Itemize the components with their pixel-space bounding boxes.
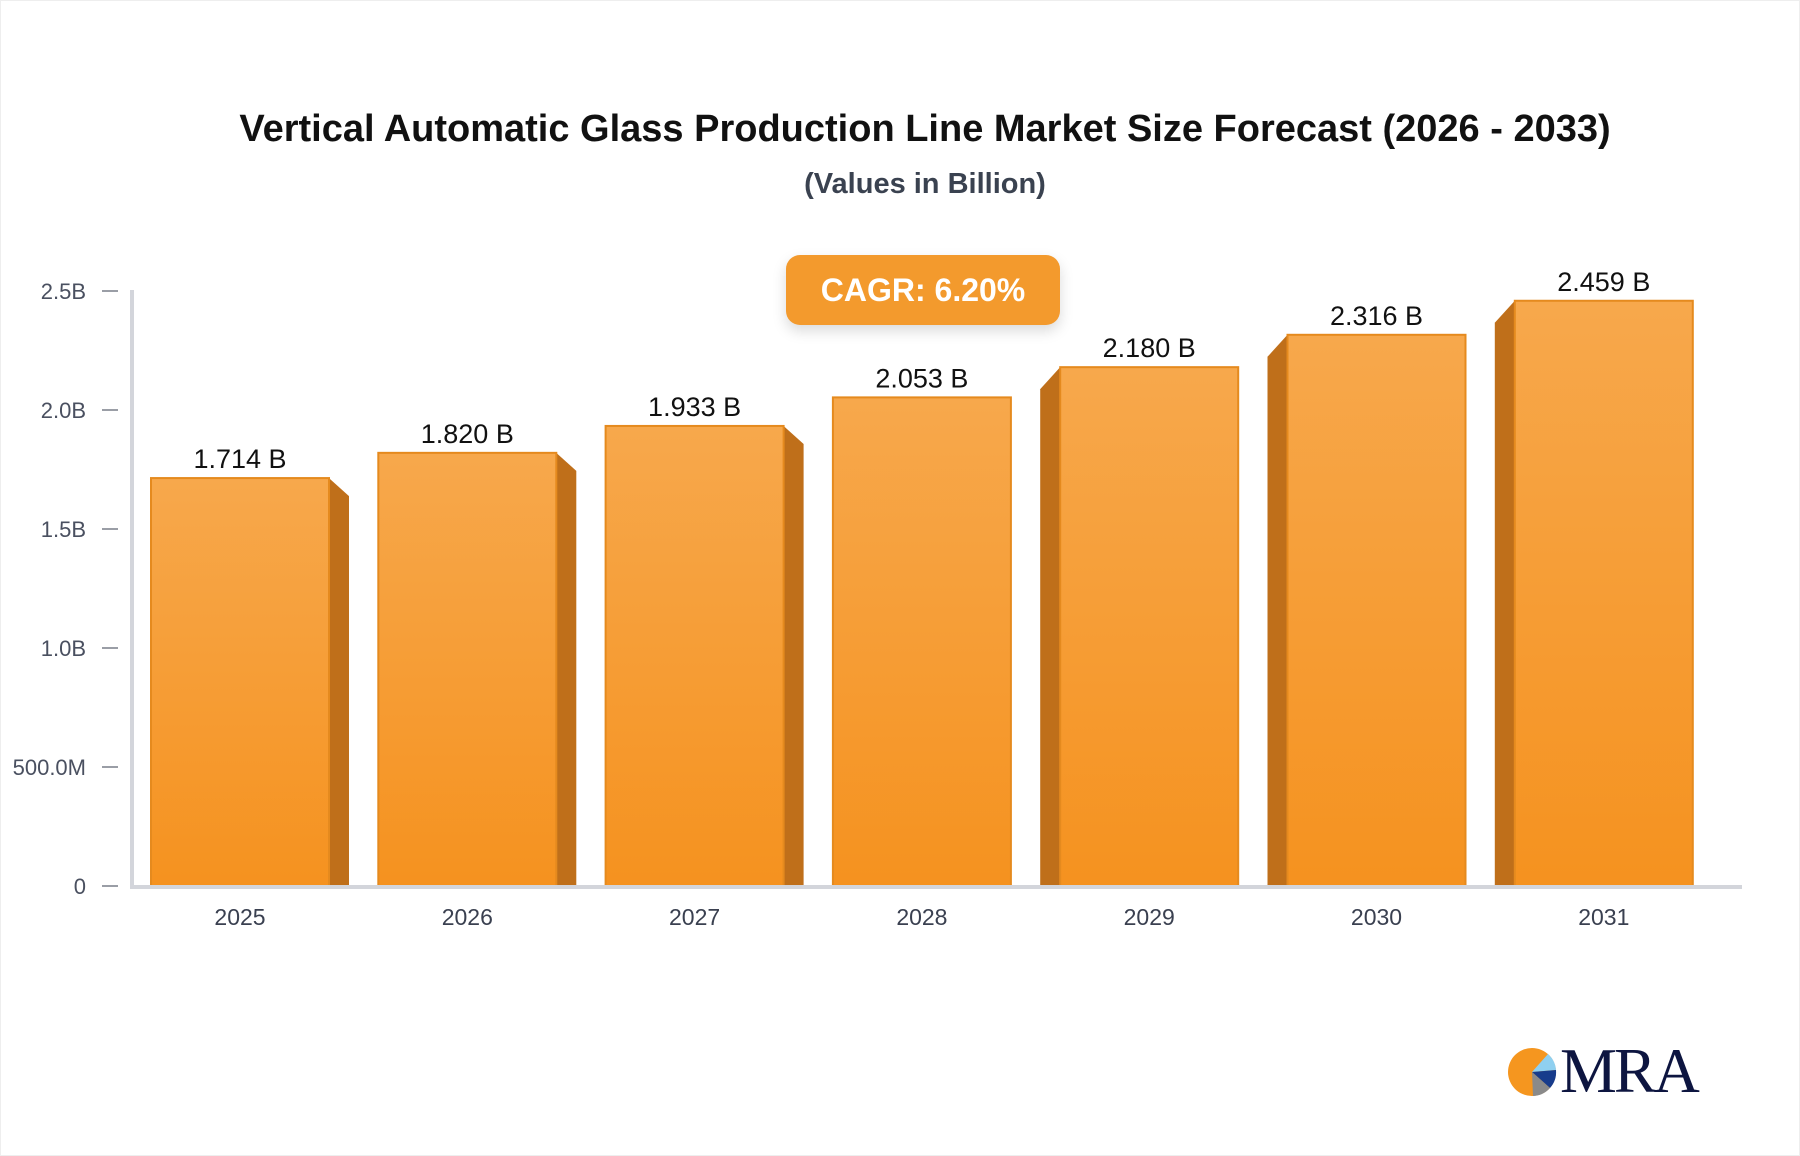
bar-group: 2.053 B	[831, 363, 1012, 887]
data-label: 2.316 B	[1330, 301, 1423, 331]
data-label: 2.053 B	[875, 363, 968, 393]
y-tick-label: 2.5B	[41, 279, 86, 304]
bar-side	[329, 478, 349, 886]
cagr-badge: CAGR: 6.20%	[786, 255, 1060, 325]
y-tick-label: 1.5B	[41, 517, 86, 542]
data-label: 2.459 B	[1557, 267, 1650, 297]
pie-logo-icon	[1508, 1048, 1557, 1096]
data-label: 1.820 B	[421, 419, 514, 449]
x-tick-label: 2031	[1578, 904, 1629, 930]
bar-side	[1494, 300, 1515, 886]
data-label: 2.180 B	[1103, 333, 1196, 363]
bar	[1059, 366, 1240, 888]
y-tick-label: 2.0B	[41, 398, 86, 423]
bar-group: 2.459 B	[1494, 267, 1694, 887]
y-tick-label: 0	[74, 874, 86, 899]
bar-group: 1.820 B	[377, 419, 577, 887]
x-tick-label: 2025	[214, 904, 265, 930]
data-label: 1.714 B	[193, 444, 286, 474]
bar	[1513, 299, 1694, 887]
x-tick-label: 2027	[669, 904, 720, 930]
y-tick-label: 500.0M	[13, 755, 86, 780]
logo-text: MRA	[1560, 1035, 1700, 1106]
bar-group: 2.180 B	[1040, 333, 1240, 888]
bar	[604, 424, 785, 887]
bar-side	[783, 425, 804, 886]
y-tick-label: 1.0B	[41, 636, 86, 661]
bar	[831, 396, 1012, 887]
bar	[150, 477, 330, 887]
chart-title: Vertical Automatic Glass Production Line…	[239, 108, 1611, 150]
bar-side	[1040, 367, 1061, 886]
bar-side	[1267, 334, 1288, 886]
mra-logo: MRA	[1506, 1035, 1706, 1106]
x-tick-label: 2029	[1124, 904, 1175, 930]
bar	[1286, 333, 1467, 887]
bar-group: 2.316 B	[1267, 301, 1467, 887]
data-label: 1.933 B	[648, 392, 741, 422]
bar-group: 1.933 B	[604, 392, 804, 887]
bar	[377, 451, 558, 887]
bar-group: 1.714 B	[150, 444, 349, 887]
bar-side	[556, 452, 577, 886]
x-tick-label: 2028	[896, 904, 947, 930]
x-tick-label: 2026	[442, 904, 493, 930]
chart-subtitle: (Values in Billion)	[804, 168, 1046, 200]
x-tick-label: 2030	[1351, 904, 1402, 930]
